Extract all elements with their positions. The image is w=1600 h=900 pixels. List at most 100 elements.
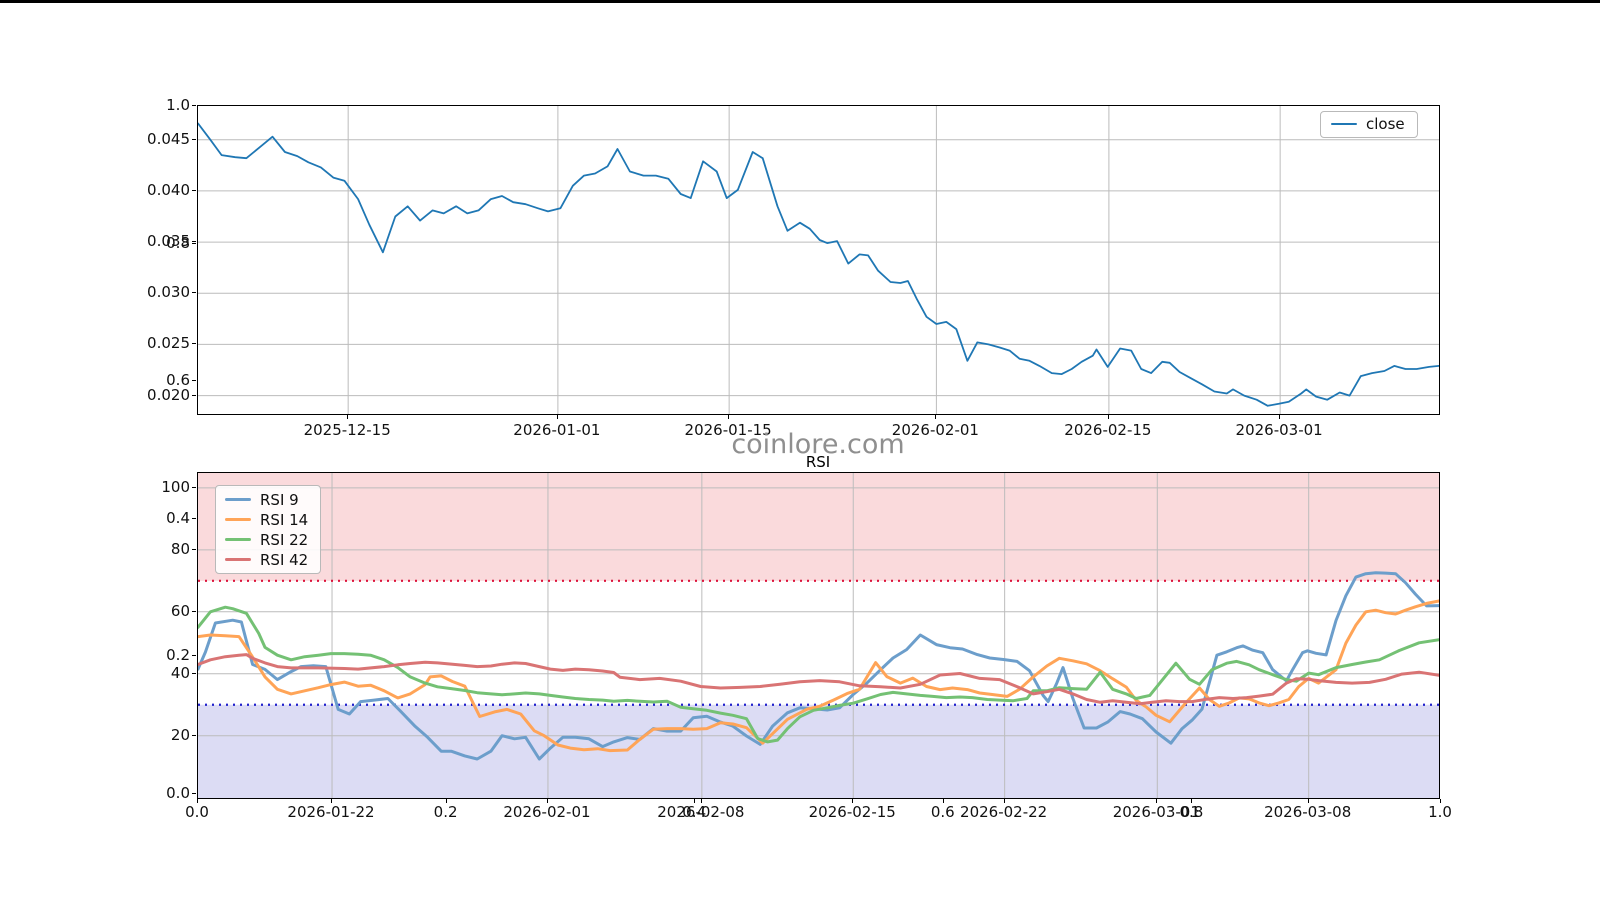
series-line-rsi-14	[198, 599, 1439, 753]
rsi-y-tick-label: 40	[170, 663, 190, 682]
tick-mark	[192, 138, 196, 140]
price-x-tick-label: 2025-12-15	[303, 421, 391, 439]
rsi-legend-row: RSI 22	[225, 530, 309, 549]
rsi-legend-label: RSI 42	[260, 550, 309, 569]
tick-mark	[546, 799, 548, 803]
price-y-tick-label: 0.020	[147, 385, 190, 404]
phantom-y-tick-label: 0.8	[166, 233, 190, 252]
rsi-chart-title: RSI	[805, 453, 831, 471]
price-x-tick-label: 2026-01-15	[684, 421, 772, 439]
price-y-tick-label: 0.040	[147, 180, 190, 199]
tick-mark	[728, 415, 730, 419]
rsi-chart-svg	[198, 473, 1439, 798]
rsi-x-tick-label: 2026-01-22	[287, 803, 375, 821]
phantom-x-tick-label: 1.0	[1428, 803, 1452, 821]
tick-mark	[700, 799, 702, 803]
tick-mark	[192, 793, 196, 794]
tick-mark	[347, 415, 349, 419]
rsi-x-tick-label: 2026-02-22	[960, 803, 1048, 821]
rsi-x-tick-label: 2026-02-01	[503, 803, 591, 821]
series-line-rsi-22	[198, 605, 1439, 744]
rsi-legend-label: RSI 14	[260, 510, 309, 529]
tick-mark	[1003, 799, 1005, 803]
phantom-y-tick-label: 0.0	[166, 784, 190, 802]
price-y-tick-label: 0.045	[147, 129, 190, 148]
rsi-x-tick-label: 2026-02-15	[808, 803, 896, 821]
close-legend-swatch	[1331, 123, 1357, 125]
price-chart-svg	[198, 106, 1439, 414]
rsi-y-tick-label: 20	[170, 725, 190, 744]
tick-mark	[192, 242, 196, 244]
rsi-legend-swatch	[225, 558, 251, 561]
price-chart-area	[197, 105, 1440, 415]
tick-mark	[1279, 415, 1281, 419]
tick-mark	[192, 189, 196, 191]
price-y-tick-label: 0.025	[147, 334, 190, 353]
price-legend: close	[1320, 111, 1418, 138]
tick-mark	[192, 610, 196, 612]
rsi-legend-swatch	[225, 518, 251, 521]
close-legend-label: close	[1366, 115, 1405, 133]
price-x-tick-label: 2026-02-15	[1064, 421, 1152, 439]
tick-mark	[556, 415, 558, 419]
tick-mark	[192, 734, 196, 736]
tick-mark	[852, 799, 854, 803]
phantom-x-tick-label: 0.6	[930, 803, 955, 821]
oversold-zone	[198, 704, 1439, 798]
rsi-legend: RSI 9 RSI 14 RSI 22 RSI 42	[215, 485, 322, 574]
phantom-x-tick-label: 0.2	[433, 803, 458, 821]
tick-mark	[192, 672, 196, 674]
rsi-x-tick-label: 2026-02-08	[657, 803, 745, 821]
tick-mark	[1156, 799, 1158, 803]
tick-mark	[935, 415, 937, 419]
price-x-tick-label: 2026-03-01	[1235, 421, 1323, 439]
rsi-legend-label: RSI 22	[260, 530, 309, 549]
rsi-legend-row: RSI 14	[225, 510, 309, 529]
tick-mark	[192, 105, 196, 106]
phantom-x-tick-label: 0.4	[682, 803, 707, 821]
tick-mark	[192, 517, 196, 519]
rsi-legend-label: RSI 9	[260, 490, 299, 509]
rsi-x-tick-label: 2026-03-08	[1264, 803, 1352, 821]
phantom-y-tick-label: 0.2	[166, 646, 190, 665]
tick-mark	[192, 548, 196, 550]
price-x-tick-label: 2026-01-01	[513, 421, 601, 439]
tick-mark	[942, 799, 944, 803]
tick-mark	[192, 292, 196, 294]
phantom-y-tick-label: 1.0	[166, 96, 190, 114]
tick-mark	[192, 394, 196, 396]
top-border-bar	[0, 0, 1600, 3]
rsi-legend-swatch	[225, 538, 251, 541]
phantom-x-tick-label: 0.8	[1179, 803, 1204, 821]
tick-mark	[1107, 415, 1109, 419]
rsi-y-tick-label: 60	[170, 601, 190, 620]
tick-mark	[1191, 799, 1193, 803]
tick-mark	[192, 380, 196, 382]
phantom-x-tick-label: 0.0	[185, 803, 209, 821]
rsi-legend-row: RSI 9	[225, 490, 308, 509]
tick-mark	[192, 343, 196, 345]
rsi-y-tick-label: 100	[161, 477, 190, 496]
tick-mark	[197, 799, 198, 803]
tick-mark	[192, 241, 196, 243]
tick-mark	[331, 799, 333, 803]
tick-mark	[1440, 799, 1441, 803]
price-x-tick-label: 2026-02-01	[891, 421, 979, 439]
tick-mark	[445, 799, 447, 803]
rsi-y-tick-label: 80	[170, 539, 190, 558]
tick-mark	[694, 799, 696, 803]
series-line-close	[198, 122, 1439, 407]
tick-mark	[1307, 799, 1309, 803]
phantom-y-tick-label: 0.6	[166, 371, 190, 390]
overbought-zone	[198, 473, 1439, 581]
rsi-x-tick-label: 2026-03-01	[1112, 803, 1200, 821]
watermark: coinlore.com	[731, 429, 905, 460]
rsi-legend-swatch	[225, 498, 251, 501]
rsi-legend-row: RSI 42	[225, 550, 309, 569]
price-y-tick-label: 0.030	[147, 283, 190, 302]
series-line-rsi-42	[198, 653, 1439, 706]
price-y-tick-label: 0.035	[147, 232, 190, 251]
rsi-chart-area	[197, 472, 1440, 799]
phantom-y-tick-label: 0.4	[166, 508, 190, 527]
